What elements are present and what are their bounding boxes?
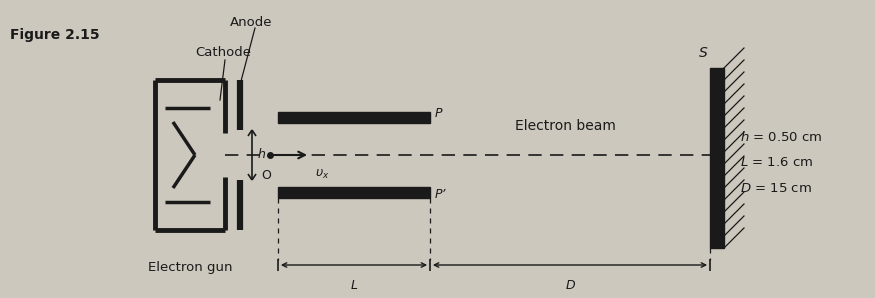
Text: L: L	[351, 279, 358, 292]
Text: S: S	[699, 46, 708, 60]
Bar	[278, 112, 430, 123]
Text: Cathode: Cathode	[195, 46, 251, 58]
Text: $\upsilon_x$: $\upsilon_x$	[315, 168, 330, 181]
Text: Electron beam: Electron beam	[514, 119, 615, 133]
Bar	[710, 68, 724, 248]
Text: P’: P’	[435, 188, 446, 201]
Text: $D$ = 15 cm: $D$ = 15 cm	[740, 182, 812, 195]
Text: $L$ = 1.6 cm: $L$ = 1.6 cm	[740, 156, 813, 169]
Text: Anode: Anode	[230, 15, 272, 29]
Text: Figure 2.15: Figure 2.15	[10, 28, 100, 42]
Bar	[278, 187, 430, 198]
Text: Electron gun: Electron gun	[148, 262, 232, 274]
Text: h: h	[258, 148, 266, 162]
Text: O: O	[261, 169, 271, 182]
Text: D: D	[565, 279, 575, 292]
Text: $h$ = 0.50 cm: $h$ = 0.50 cm	[740, 130, 822, 144]
Text: P: P	[435, 107, 443, 120]
